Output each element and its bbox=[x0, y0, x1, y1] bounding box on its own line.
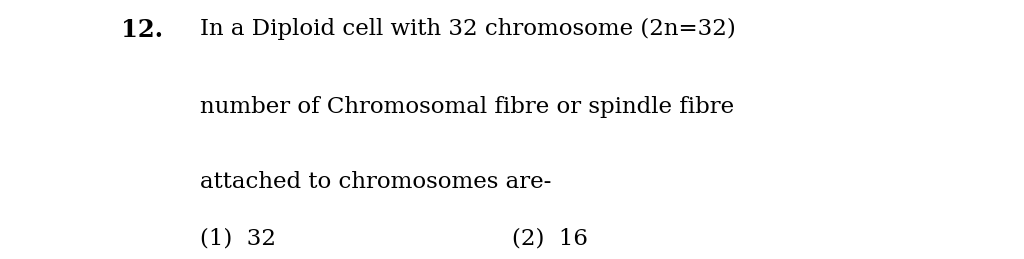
Text: In a Diploid cell with 32 chromosome (2n=32): In a Diploid cell with 32 chromosome (2n… bbox=[200, 18, 735, 40]
Text: attached to chromosomes are-: attached to chromosomes are- bbox=[200, 171, 551, 193]
Text: (1)  32: (1) 32 bbox=[200, 228, 275, 250]
Text: number of Chromosomal fibre or spindle fibre: number of Chromosomal fibre or spindle f… bbox=[200, 96, 734, 118]
Text: (2)  16: (2) 16 bbox=[512, 228, 588, 250]
Text: 12.: 12. bbox=[121, 18, 163, 42]
